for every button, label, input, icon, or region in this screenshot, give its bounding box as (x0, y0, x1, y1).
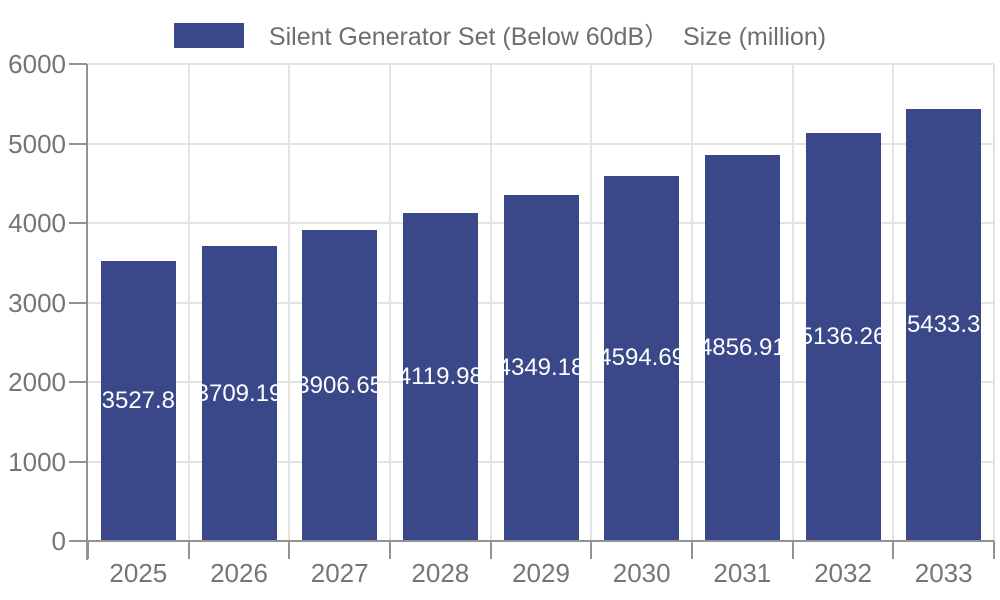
x-tick (590, 541, 593, 559)
y-tick-label: 1000 (8, 446, 66, 477)
y-tick-label: 5000 (8, 128, 66, 159)
gridline-vertical (288, 64, 291, 541)
bar: 3709.19 (201, 246, 277, 541)
y-tick-label: 0 (51, 526, 66, 556)
bar-value-label: 5433.3 (906, 311, 981, 339)
y-tick (69, 301, 87, 304)
gridline-vertical (590, 64, 593, 541)
y-axis-line (86, 64, 88, 560)
gridline-vertical (691, 64, 693, 541)
bar-value-label: 3709.19 (201, 379, 277, 407)
gridline-vertical (791, 64, 794, 541)
x-tick (187, 541, 190, 559)
bar: 3906.65 (302, 230, 378, 541)
x-tick (791, 541, 794, 559)
y-tick (69, 540, 87, 542)
x-tick-label: 2031 (713, 558, 772, 588)
bar-value-label: 4349.18 (503, 354, 579, 382)
bar: 5433.3 (906, 109, 982, 541)
y-tick (69, 142, 87, 145)
x-axis-line (69, 540, 994, 542)
x-tick-label: 2030 (612, 558, 671, 588)
y-tick (69, 63, 87, 65)
bar: 4856.91 (704, 154, 780, 541)
x-tick (288, 541, 291, 559)
x-tick-label: 2032 (814, 558, 872, 588)
x-tick-label: 2026 (210, 558, 268, 588)
x-tick (691, 541, 693, 559)
gridline-vertical (489, 64, 492, 541)
bar: 5136.26 (805, 132, 881, 541)
x-tick-label: 2033 (914, 558, 973, 588)
legend: Silent Generator Set (Below 60dB） Size (… (0, 17, 1000, 53)
x-tick-label: 2025 (109, 558, 168, 588)
x-tick-label: 2028 (411, 558, 470, 588)
bar: 4119.98 (402, 213, 478, 541)
y-tick (69, 222, 87, 224)
y-tick-label: 2000 (8, 367, 66, 397)
y-tick-label: 4000 (8, 208, 66, 238)
x-tick-label: 2029 (512, 558, 570, 588)
legend-swatch (173, 22, 244, 48)
gridline-vertical (389, 64, 391, 541)
x-tick (993, 541, 995, 559)
bar: 3527.8 (100, 260, 176, 541)
y-tick-label: 3000 (8, 287, 66, 318)
gridline-vertical (993, 64, 995, 541)
x-tick (489, 541, 492, 559)
y-tick-label: 6000 (8, 49, 66, 79)
y-tick (69, 381, 87, 383)
x-tick (87, 541, 89, 559)
gridline-vertical (187, 64, 190, 541)
legend-label: Silent Generator Set (Below 60dB） Size (… (268, 23, 827, 51)
x-tick (892, 541, 895, 559)
x-tick (389, 541, 391, 559)
bar-value-label: 4856.91 (704, 333, 780, 361)
x-tick-label: 2027 (310, 558, 369, 588)
bar: 4349.18 (503, 195, 579, 541)
y-tick (69, 460, 87, 463)
gridline-vertical (892, 64, 895, 541)
gridline-horizontal (88, 142, 994, 145)
bar-value-label: 4594.69 (604, 344, 680, 372)
bar-value-label: 4119.98 (402, 363, 478, 391)
bar: 4594.69 (604, 175, 680, 541)
gridline-horizontal (88, 63, 994, 65)
bar-value-label: 5136.26 (805, 322, 881, 350)
bar-value-label: 3906.65 (302, 371, 378, 399)
bar-value-label: 3527.8 (101, 386, 176, 414)
